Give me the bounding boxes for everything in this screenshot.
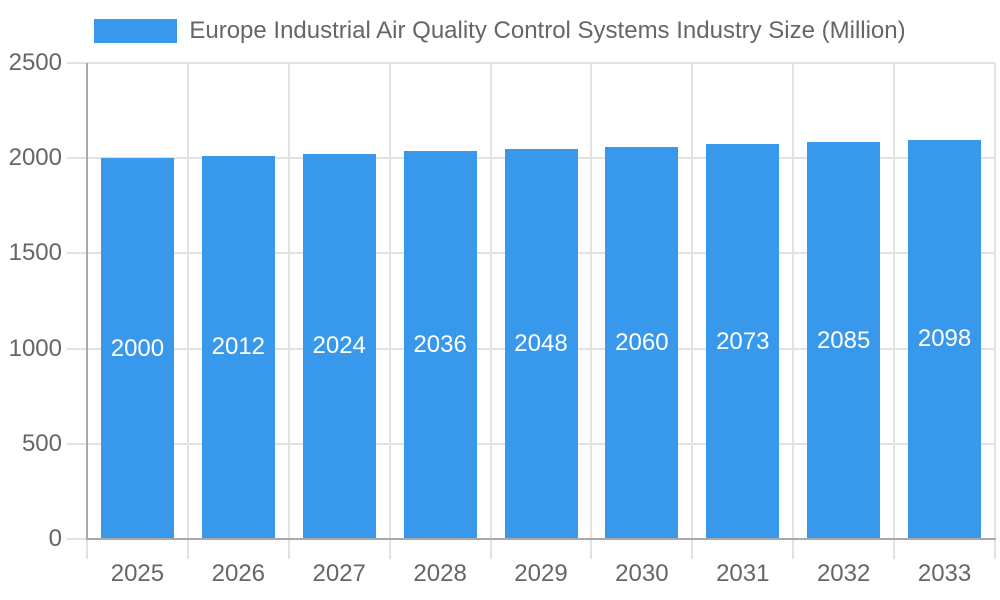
y-tick (67, 347, 87, 350)
plot-area: 2000 2012 2024 2036 2048 2060 2073 2085 2098 (87, 62, 996, 539)
x-tick (388, 539, 391, 559)
bar-value-label: 2036 (413, 331, 467, 359)
bar[interactable]: 2000 (100, 158, 174, 539)
v-gridline (489, 63, 492, 539)
x-tick-label: 2026 (211, 560, 266, 587)
x-axis-line (86, 538, 996, 540)
y-tick (67, 538, 87, 540)
x-tick (893, 539, 896, 559)
bar-value-label: 2000 (110, 334, 165, 362)
bar-value-label: 2060 (615, 328, 669, 356)
y-tick-label: 2500 (8, 49, 62, 76)
y-tick-label: 1000 (8, 334, 62, 362)
bar-value-label: 2024 (312, 332, 366, 360)
y-tick (67, 62, 87, 64)
y-tick (67, 252, 87, 255)
v-gridline (691, 63, 694, 539)
x-tick (287, 539, 290, 559)
x-tick (489, 539, 492, 559)
x-tick-label: 2032 (816, 560, 871, 587)
bar-value-label: 2048 (514, 330, 568, 358)
y-tick-label: 0 (48, 525, 62, 552)
y-axis-line (86, 63, 88, 539)
v-gridline (994, 63, 996, 539)
bar[interactable]: 2048 (504, 149, 578, 539)
x-tick-label: 2030 (615, 560, 669, 587)
bar-value-label: 2012 (211, 333, 266, 361)
v-gridline (287, 63, 290, 539)
y-tick (67, 157, 87, 160)
bar-value-label: 2073 (716, 327, 770, 355)
legend-swatch-icon (94, 19, 178, 43)
x-tick-label: 2028 (413, 560, 467, 587)
bar[interactable]: 2012 (201, 155, 275, 539)
legend-item[interactable]: Europe Industrial Air Quality Control Sy… (94, 17, 906, 45)
bar[interactable]: 2036 (403, 151, 477, 539)
x-tick-label: 2031 (716, 560, 770, 587)
y-tick-label: 2000 (8, 144, 62, 172)
x-tick (691, 539, 694, 559)
h-gridline (87, 62, 995, 64)
bar-value-label: 2085 (816, 326, 871, 354)
bar[interactable]: 2073 (706, 144, 780, 539)
bar[interactable]: 2024 (302, 153, 376, 539)
x-tick-label: 2033 (917, 560, 972, 587)
bar-value-label: 2098 (917, 325, 972, 353)
y-tick-label: 1500 (8, 239, 62, 267)
x-tick (994, 539, 996, 559)
v-gridline (590, 63, 593, 539)
x-tick (86, 539, 88, 559)
x-tick-label: 2029 (514, 560, 568, 587)
y-tick-label: 500 (21, 429, 62, 457)
x-tick (590, 539, 593, 559)
bar[interactable]: 2085 (807, 142, 881, 539)
v-gridline (893, 63, 896, 539)
v-gridline (186, 63, 189, 539)
x-tick-label: 2027 (312, 560, 366, 587)
bar[interactable]: 2098 (908, 139, 982, 539)
x-tick (186, 539, 189, 559)
x-tick-label: 2025 (110, 560, 165, 587)
bar[interactable]: 2060 (605, 146, 679, 539)
x-tick (792, 539, 795, 559)
legend-label: Europe Industrial Air Quality Control Sy… (189, 17, 906, 44)
v-gridline (388, 63, 391, 539)
legend: Europe Industrial Air Quality Control Sy… (0, 17, 1000, 45)
v-gridline (792, 63, 795, 539)
y-tick (67, 442, 87, 445)
